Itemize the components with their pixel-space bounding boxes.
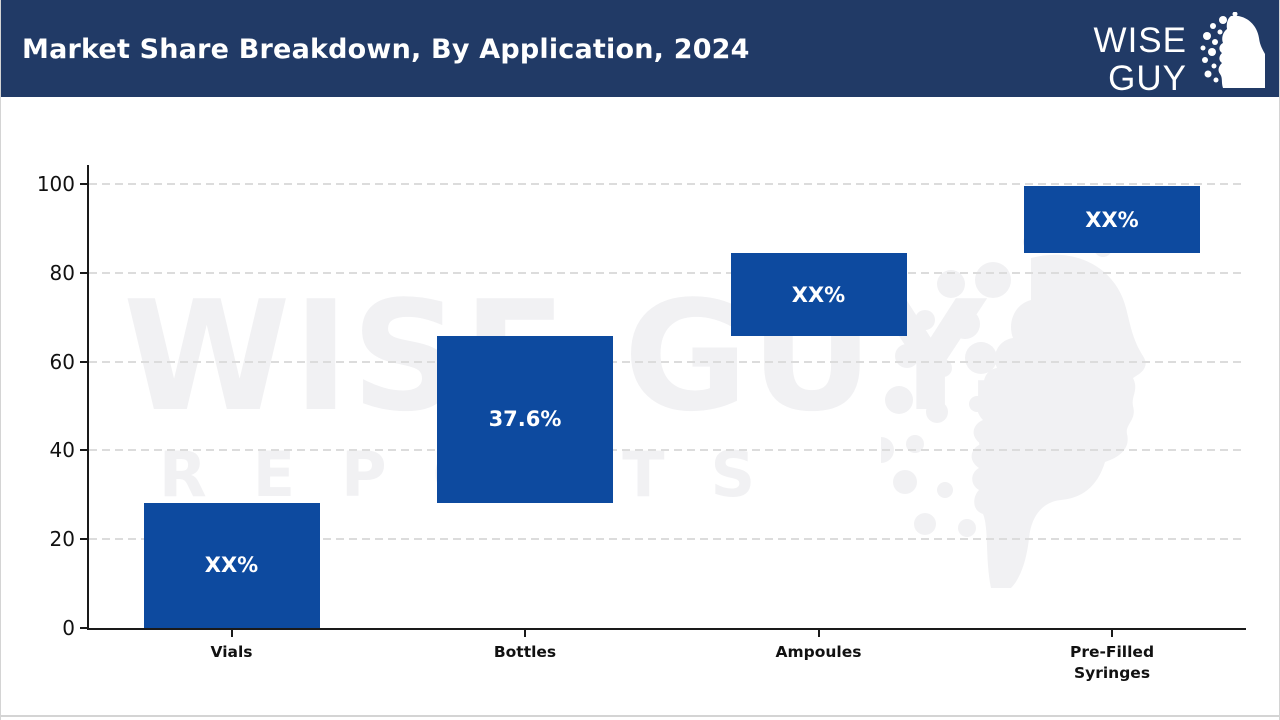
x-tick-mark <box>230 628 233 637</box>
x-category-label: Vials <box>210 643 253 661</box>
bar-ampoules <box>730 253 907 336</box>
x-axis-line <box>87 628 1246 630</box>
y-axis-line <box>87 165 89 630</box>
dotted-head-icon <box>1200 12 1265 88</box>
gridline-y-40 <box>89 449 1246 452</box>
bar-value-label: XX% <box>791 282 846 307</box>
x-category-label: Ampoules <box>775 643 862 661</box>
waterfall-chart: 0 20 40 60 80 100 XX% Vials 37.6% Bottles XX% Ampou… <box>1 97 1279 717</box>
y-tick-mark <box>80 627 89 629</box>
gridline-y-100 <box>89 183 1246 185</box>
bar-bottles <box>437 335 613 503</box>
page-title: Market Share Breakdown, By Application, … <box>22 34 750 65</box>
gridline-y-80 <box>89 271 1246 274</box>
x-category-label: Bottles <box>493 643 557 661</box>
y-tick-label: 80 <box>49 260 75 285</box>
bar-pre-filled-syringes <box>1024 186 1200 254</box>
bar-value-label: 37.6% <box>488 407 562 432</box>
y-tick-mark <box>80 449 89 452</box>
logo-text-wise-guy: WISE GUY <box>1093 21 1187 98</box>
logo-text-reports: REPORTS <box>1053 100 1197 115</box>
y-tick-mark <box>80 538 89 541</box>
x-tick-mark <box>817 628 820 637</box>
wise-guy-logo: WISE GUY REPORTS <box>1015 8 1265 115</box>
bottom-divider <box>1 715 1279 717</box>
x-tick-mark <box>524 628 526 637</box>
y-tick-label: 60 <box>49 349 75 374</box>
gridline-y-60 <box>89 360 1246 363</box>
gridline-y-20 <box>89 538 1246 541</box>
y-tick-mark <box>80 360 89 363</box>
header-bar: Market Share Breakdown, By Application, … <box>1 0 1279 115</box>
x-category-label: Pre-Filled Syringes <box>1069 643 1155 682</box>
x-tick-mark <box>1111 628 1113 637</box>
bar-value-label: XX% <box>204 553 259 578</box>
y-tick-label: 0 <box>62 616 75 640</box>
bar-vials <box>143 502 320 628</box>
y-tick-label: 20 <box>49 527 75 552</box>
y-tick-mark <box>80 183 89 185</box>
bar-value-label: XX% <box>1085 207 1139 232</box>
y-tick-mark <box>80 271 89 274</box>
y-tick-label: 100 <box>36 172 75 196</box>
y-tick-label: 40 <box>49 438 75 463</box>
